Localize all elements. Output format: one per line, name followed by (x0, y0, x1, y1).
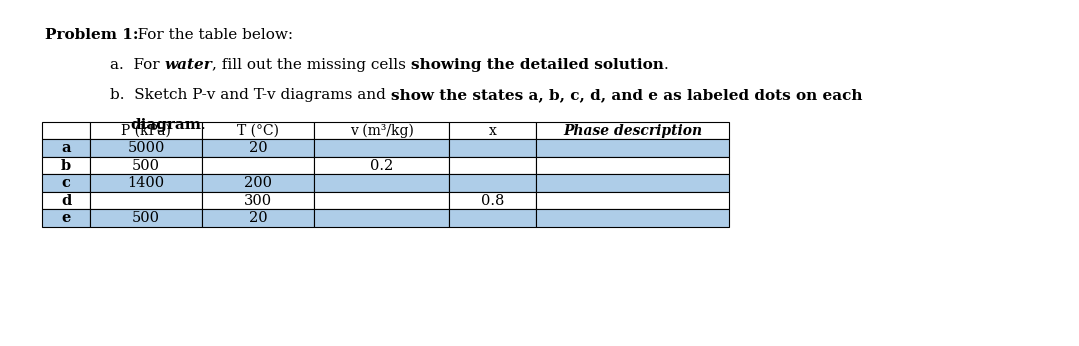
Bar (536, 192, 729, 209)
Bar (202, 139, 314, 157)
Text: P (kPa): P (kPa) (121, 124, 170, 138)
Bar (202, 209, 314, 227)
Bar (536, 122, 729, 139)
Bar (90, 122, 202, 139)
Bar (202, 192, 314, 209)
Text: Problem 1:: Problem 1: (45, 28, 138, 42)
Text: c: c (62, 176, 70, 190)
Text: 20: 20 (248, 141, 268, 155)
Text: 5000: 5000 (127, 141, 165, 155)
Bar (536, 209, 729, 227)
Bar (90, 192, 202, 209)
Text: show the states a, b, c, d, and e as labeled dots on each: show the states a, b, c, d, and e as lab… (391, 88, 862, 102)
Bar (202, 122, 314, 139)
Bar (42, 139, 90, 157)
Bar (42, 209, 90, 227)
Text: e: e (62, 211, 71, 225)
Bar (449, 174, 536, 192)
Bar (536, 174, 729, 192)
Text: 0.8: 0.8 (481, 194, 504, 208)
Text: T (°C): T (°C) (237, 124, 279, 138)
Bar (314, 174, 449, 192)
Text: a: a (62, 141, 71, 155)
Bar (90, 157, 202, 174)
Bar (90, 174, 202, 192)
Bar (314, 122, 449, 139)
Text: , fill out the missing cells: , fill out the missing cells (213, 58, 411, 72)
Bar (314, 192, 449, 209)
Bar (42, 192, 90, 209)
Bar (449, 157, 536, 174)
Bar (202, 174, 314, 192)
Text: For the table below:: For the table below: (123, 28, 293, 42)
Bar (314, 139, 449, 157)
Text: b.  Sketch P-v and T-v diagrams and: b. Sketch P-v and T-v diagrams and (110, 88, 391, 102)
Text: a.  For: a. For (110, 58, 164, 72)
Text: water: water (164, 58, 213, 72)
Text: 500: 500 (132, 211, 160, 225)
Bar (202, 157, 314, 174)
Bar (42, 157, 90, 174)
Bar (42, 174, 90, 192)
Text: diagram: diagram (129, 118, 201, 132)
Bar (536, 139, 729, 157)
Text: .: . (201, 118, 206, 132)
Bar (449, 209, 536, 227)
Text: .: . (664, 58, 669, 72)
Text: b: b (60, 159, 71, 173)
Text: Phase description: Phase description (563, 124, 702, 138)
Text: 1400: 1400 (127, 176, 165, 190)
Text: x: x (489, 124, 496, 138)
Bar (314, 209, 449, 227)
Bar (449, 139, 536, 157)
Bar (90, 139, 202, 157)
Bar (449, 192, 536, 209)
Text: 20: 20 (248, 211, 268, 225)
Text: 300: 300 (244, 194, 272, 208)
Text: 200: 200 (244, 176, 272, 190)
Bar (536, 157, 729, 174)
Text: d: d (60, 194, 71, 208)
Text: 0.2: 0.2 (370, 159, 393, 173)
Bar (90, 209, 202, 227)
Bar (42, 122, 90, 139)
Text: v (m³/kg): v (m³/kg) (350, 124, 413, 138)
Text: showing the detailed solution: showing the detailed solution (411, 58, 664, 72)
Bar (314, 157, 449, 174)
Text: 500: 500 (132, 159, 160, 173)
Bar (449, 122, 536, 139)
